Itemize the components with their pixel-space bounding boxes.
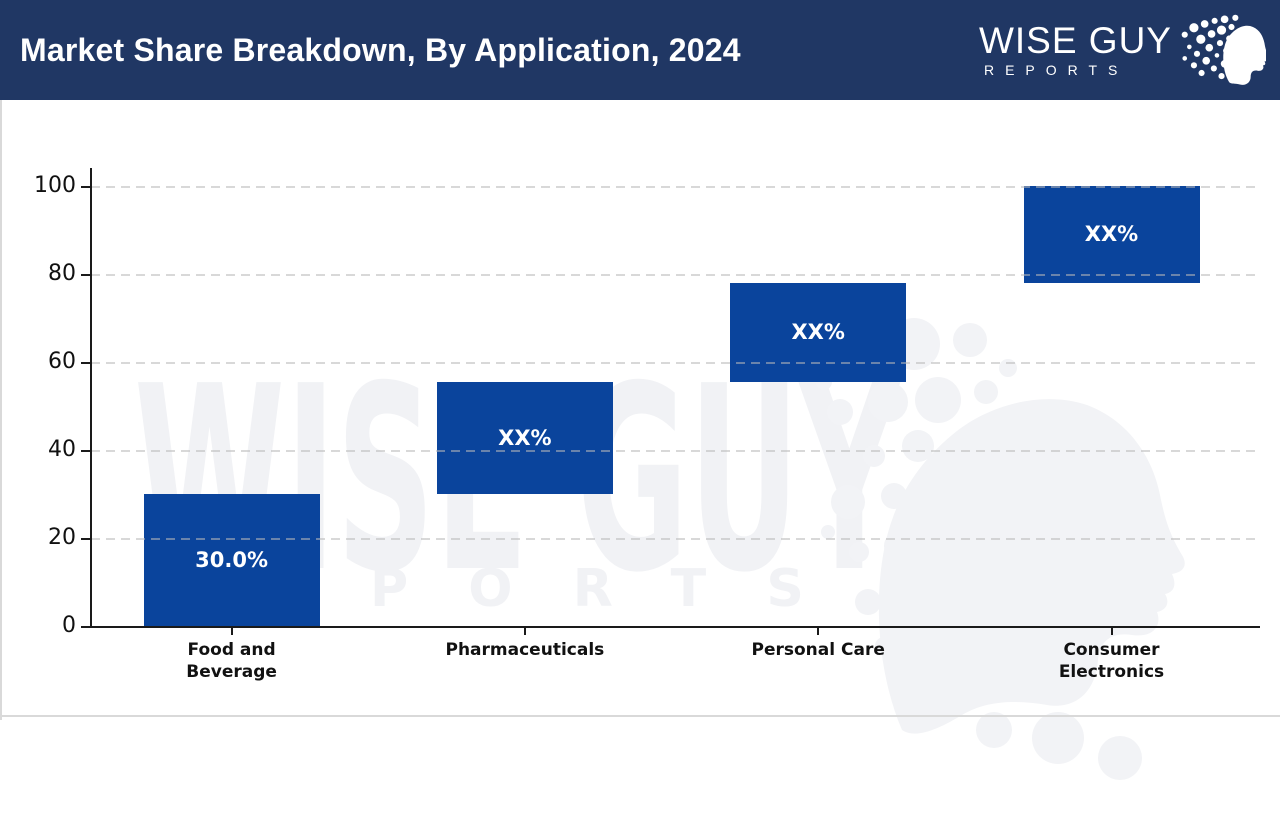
y-tick-mark <box>81 626 90 628</box>
page: Market Share Breakdown, By Application, … <box>0 0 1280 780</box>
x-category-label: Pharmaceuticals <box>445 640 605 660</box>
y-tick-mark <box>81 186 90 188</box>
x-category-label: Food and Beverage <box>186 640 277 683</box>
x-tick-mark <box>817 628 820 635</box>
gridline <box>91 274 1260 276</box>
y-tick-label: 40 <box>48 437 76 462</box>
x-tick-mark <box>230 628 233 635</box>
chart-title: Market Share Breakdown, By Application, … <box>20 31 741 68</box>
logo-text: WISE GUY REPORTS <box>978 20 1172 79</box>
bar-label: XX% <box>791 320 845 345</box>
y-tick-mark <box>81 538 90 540</box>
gridline <box>91 450 1260 452</box>
y-tick-mark <box>81 362 90 364</box>
y-tick-label: 100 <box>34 173 76 198</box>
gridline <box>91 186 1260 188</box>
x-category-label: Personal Care <box>751 640 885 660</box>
bar-label: 30.0% <box>195 548 269 572</box>
y-tick-label: 80 <box>48 261 76 286</box>
x-axis <box>90 626 1260 628</box>
y-tick-mark <box>81 450 90 452</box>
bar <box>436 381 613 494</box>
gridline <box>91 362 1260 364</box>
y-tick-label: 0 <box>62 613 76 638</box>
logo-wordmark: WISE GUY <box>978 20 1172 61</box>
bottom-divider <box>2 715 1280 717</box>
bar-label: XX% <box>498 425 552 450</box>
wiseguy-logo: WISE GUY REPORTS <box>979 4 1266 96</box>
y-axis <box>90 168 92 628</box>
y-tick-mark <box>81 274 90 276</box>
header-bar: Market Share Breakdown, By Application, … <box>0 0 1280 100</box>
gridline <box>91 538 1260 540</box>
bar <box>1023 186 1200 283</box>
logo-subtext: REPORTS <box>983 62 1129 78</box>
x-category-label: Consumer Electronics <box>1058 640 1165 683</box>
logo-face-icon <box>1181 14 1266 85</box>
x-tick-mark <box>1110 628 1113 635</box>
chart-area: WISE GUY REPORTS 30.0% XX% XX% XX% 0 20 40 60 80… <box>0 100 1280 780</box>
bar <box>730 282 907 382</box>
y-tick-label: 60 <box>48 349 76 374</box>
bar <box>143 494 320 626</box>
y-tick-label: 20 <box>48 525 76 550</box>
bar-label: XX% <box>1084 222 1139 247</box>
plot-area: 30.0% XX% XX% XX% 0 20 40 60 80 100 Food and Bever… <box>2 100 1280 820</box>
x-tick-mark <box>523 628 526 635</box>
